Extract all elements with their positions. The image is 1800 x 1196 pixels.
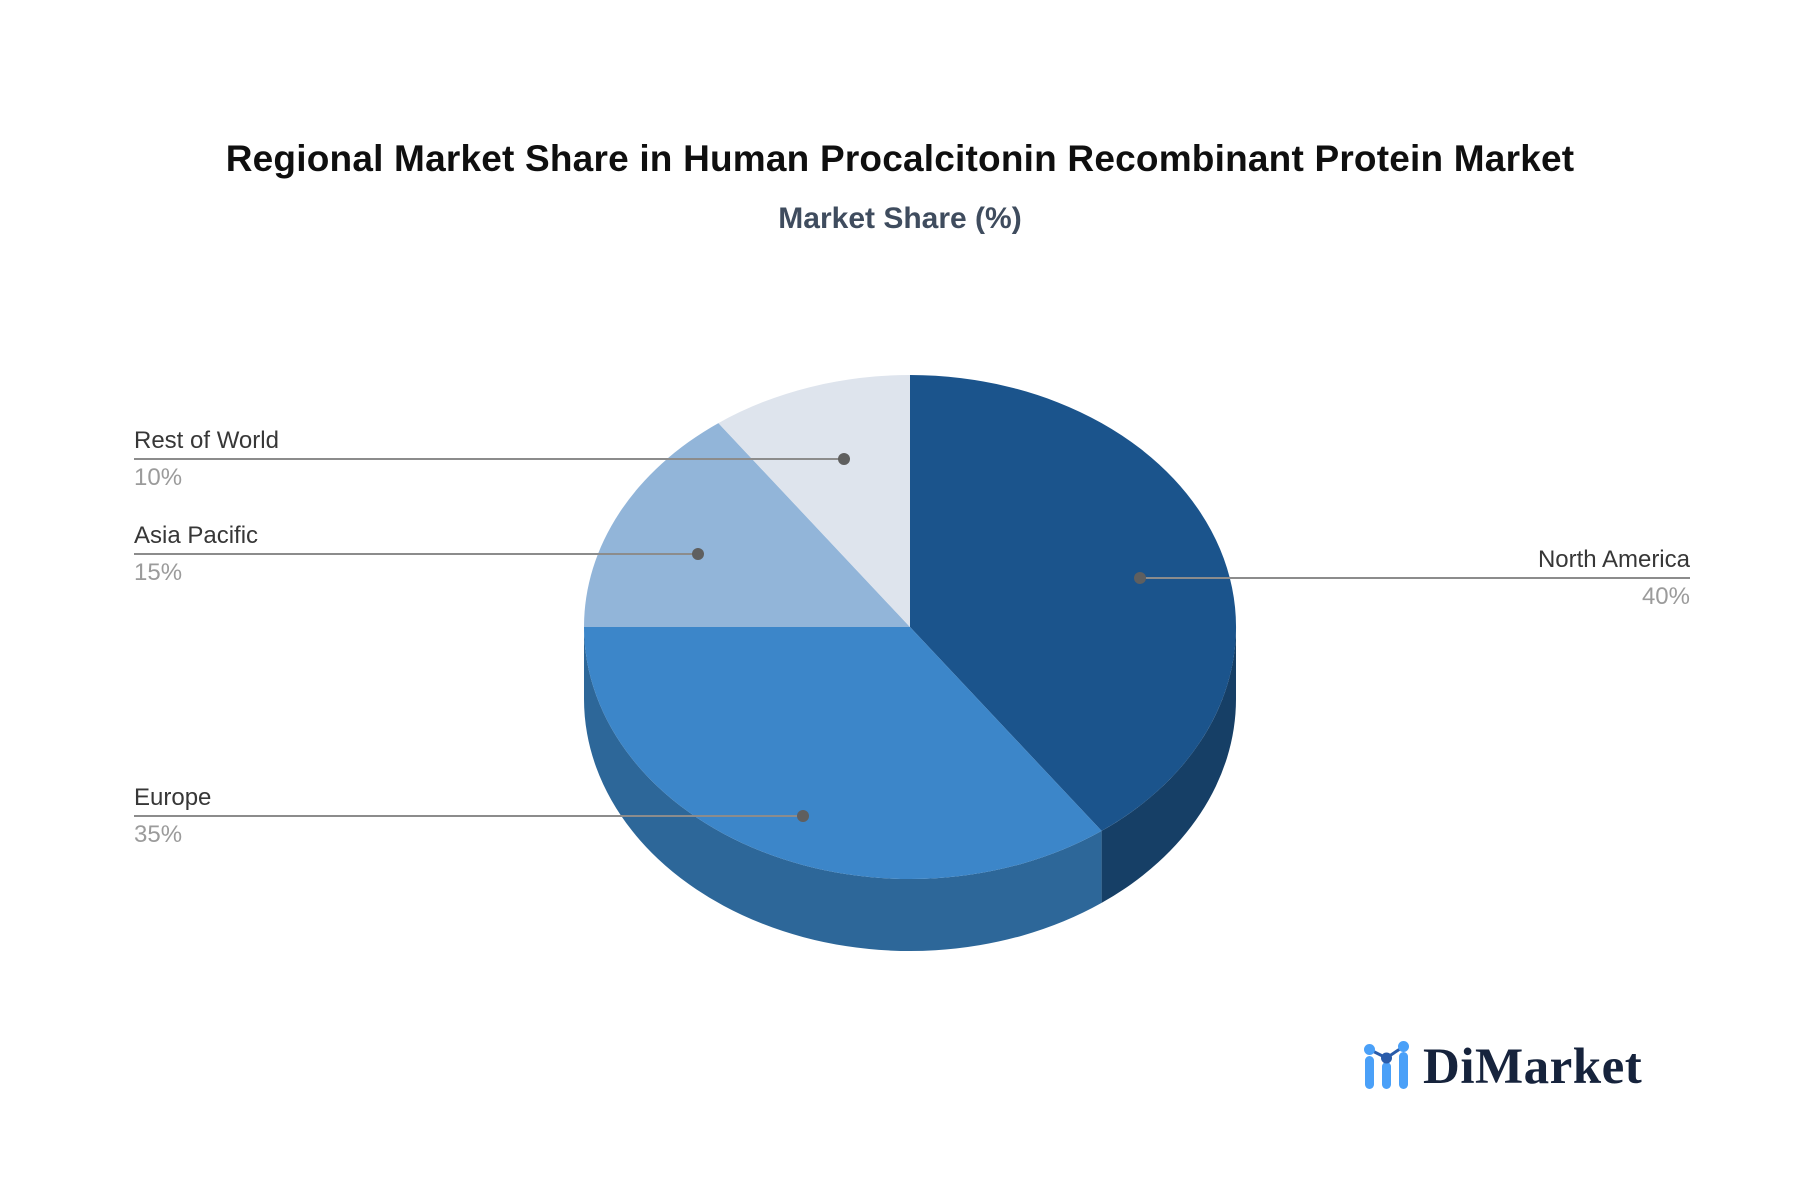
label-asia-pacific-name: Asia Pacific bbox=[134, 522, 259, 549]
chart-title: Regional Market Share in Human Procalcit… bbox=[225, 138, 1575, 179]
pie-slice-north-america[interactable] bbox=[910, 375, 1237, 831]
callout-dot-north-america bbox=[1134, 572, 1146, 584]
callout-lines bbox=[134, 458, 1690, 817]
value-rest-of-world: 10% bbox=[134, 464, 182, 492]
value-asia-pacific-pct: 15% bbox=[134, 559, 183, 586]
pie-rim-north-america bbox=[1101, 627, 1236, 903]
value-north-america: 40% bbox=[1642, 583, 1690, 611]
pie-slice-asia-pacific[interactable] bbox=[584, 423, 910, 627]
value-asia-pacific: 15% bbox=[134, 559, 182, 587]
callout-dots bbox=[692, 453, 1146, 822]
label-asia-pacific: Asia Pacific bbox=[134, 522, 258, 550]
label-north-america: North America bbox=[1538, 546, 1690, 574]
chart-subtitle: Market Share (%) bbox=[778, 202, 1022, 235]
value-rest-of-world-pct: 10% bbox=[134, 464, 183, 491]
label-rest-of-world: Rest of World bbox=[134, 427, 844, 455]
label-europe-name: Europe bbox=[134, 784, 212, 811]
brand-logo: DiMarket bbox=[1364, 1038, 1642, 1096]
callout-dot-europe bbox=[797, 810, 809, 822]
pie-slice-rest-of-world[interactable] bbox=[718, 375, 910, 627]
value-europe-pct: 35% bbox=[134, 821, 183, 848]
value-europe: 35% bbox=[134, 821, 182, 849]
value-north-america-pct: 40% bbox=[1641, 583, 1690, 610]
callout-dot-rest-of-world bbox=[838, 453, 850, 465]
pie-rim-group bbox=[584, 627, 1236, 952]
label-rest-of-world-name: Rest of World bbox=[134, 427, 279, 454]
label-europe: Europe bbox=[134, 784, 211, 812]
callout-dot-asia-pacific bbox=[692, 548, 704, 560]
label-north-america-name: North America bbox=[1537, 546, 1690, 573]
pie-rim-europe bbox=[584, 627, 1102, 952]
brand-logo-text: DiMarket bbox=[1423, 1039, 1643, 1095]
bar-line-chart-icon bbox=[1364, 1041, 1409, 1089]
